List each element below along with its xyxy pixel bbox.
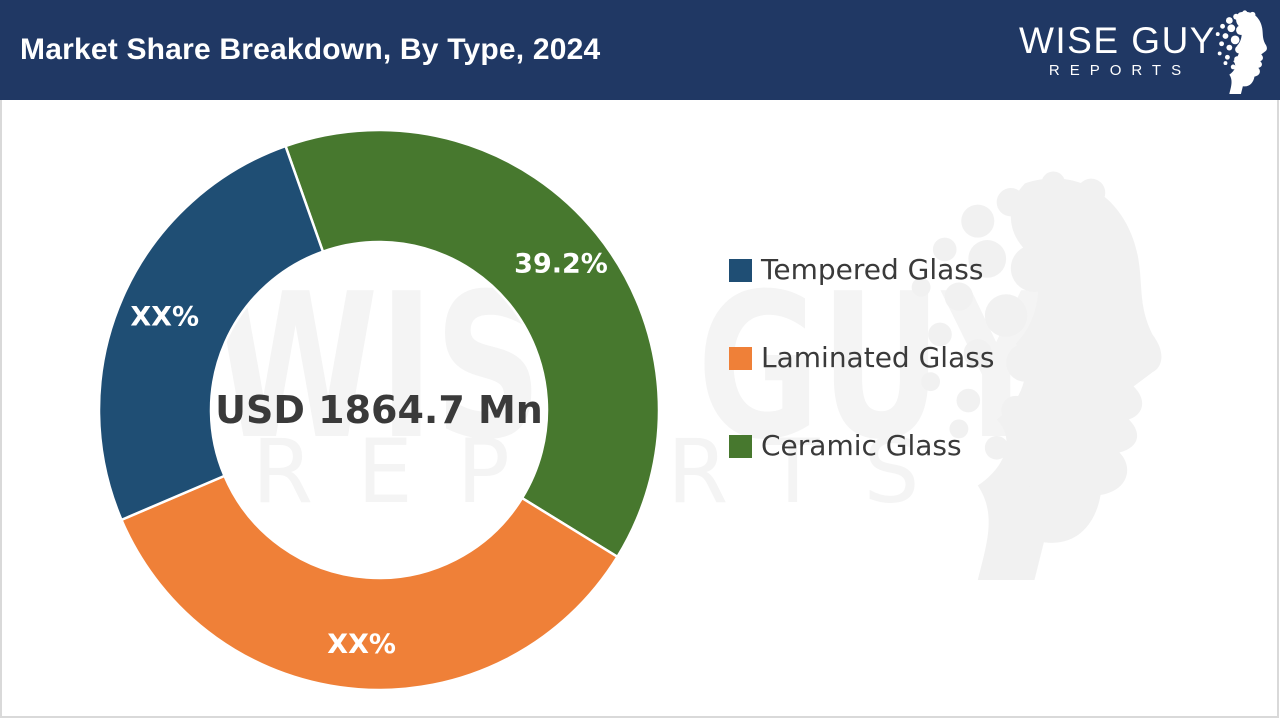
donut-segment-ceramic-glass — [284, 128, 661, 559]
segment-label-ceramic-glass: 39.2% — [514, 248, 608, 279]
logo-line1: WISE GUY — [1018, 20, 1216, 61]
legend-swatch-ceramic-glass — [729, 434, 752, 458]
legend-swatch-laminated-glass — [729, 346, 752, 370]
legend-item-tempered-glass: Tempered Glass — [729, 256, 994, 284]
segment-label-tempered-glass: XX% — [130, 301, 199, 332]
donut-segment-tempered-glass — [97, 144, 325, 522]
legend-label: Ceramic Glass — [761, 429, 962, 462]
segment-label-laminated-glass: XX% — [327, 629, 396, 660]
legend-label: Laminated Glass — [761, 341, 995, 374]
logo-line2: REPORTS — [1048, 62, 1192, 79]
logo-wordmark: WISE GUY REPORTS — [1019, 22, 1216, 78]
wiseguy-logo: WISE GUY REPORTS — [1019, 7, 1268, 94]
legend-label: Tempered Glass — [761, 253, 984, 286]
page-title: Market Share Breakdown, By Type, 2024 — [20, 33, 601, 66]
watermark-face-icon — [911, 171, 1162, 580]
legend-swatch-tempered-glass — [729, 258, 752, 282]
legend-item-laminated-glass: Laminated Glass — [729, 344, 994, 372]
donut-chart: 39.2% XX% XX% — [97, 128, 661, 692]
donut-segment-laminated-glass — [120, 474, 619, 692]
legend-item-ceramic-glass: Ceramic Glass — [729, 432, 994, 460]
header-bar: Market Share Breakdown, By Type, 2024 WI… — [0, 0, 1280, 100]
donut-center-value: USD 1864.7 Mn — [215, 388, 543, 432]
chart-legend: Tempered Glass Laminated Glass Ceramic G… — [729, 256, 994, 460]
logo-face-icon — [1215, 9, 1267, 94]
